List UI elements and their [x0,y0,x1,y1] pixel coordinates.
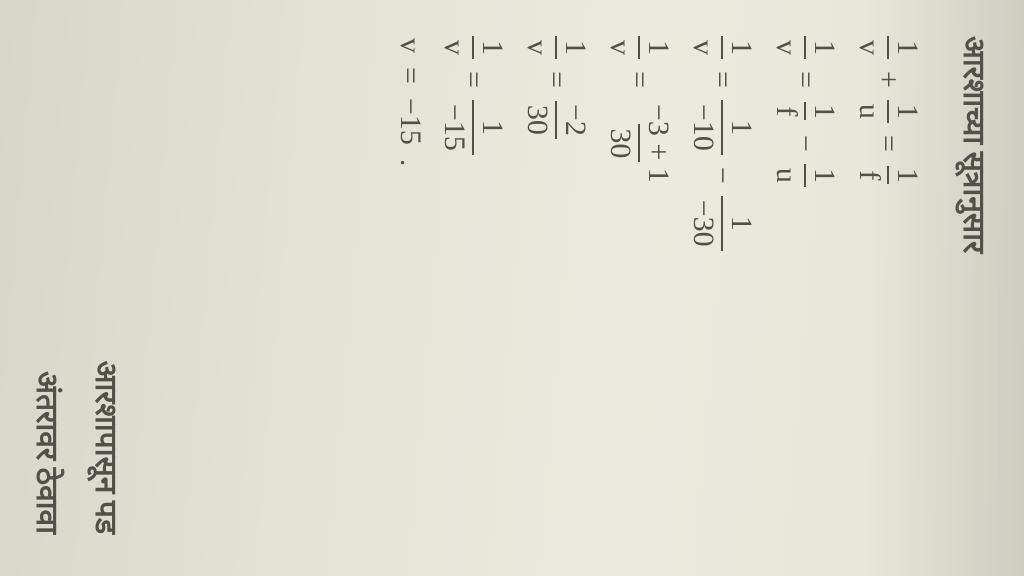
operator: − [708,165,738,186]
equation-row: 1v+1u=1f [854,36,923,540]
fraction-numerator: 1 [890,36,924,59]
page-surface: आरशाच्या सूत्रानुसार 1v+1u=1f1v=1f−1u1v=… [0,0,1024,576]
fraction: 1f [854,164,923,187]
fraction: 1−15 [439,100,508,155]
fraction-denominator: u [854,100,890,123]
content-rotated: आरशाच्या सूत्रानुसार 1v+1u=1f1v=1f−1u1v=… [0,0,1024,576]
operator: = [791,69,821,90]
equation-row: 1v=1f−1u [771,36,840,540]
fraction: 1f [771,100,840,123]
fraction-denominator: 30 [522,101,558,139]
trailing-text: आरशापासून पड अंतरावर ठेवावा [28,36,128,540]
operator: = [874,133,904,154]
equation-row: 1v = −3 + 130 [605,36,674,540]
fraction-denominator: f [771,102,807,120]
fraction-denominator: −10 [688,100,724,155]
fraction-denominator: v [605,36,641,59]
fraction: 1v [688,36,757,59]
operator: = [395,65,425,86]
equation-row: 1v=1−15 [439,36,508,540]
fraction-numerator: −2 [558,100,592,140]
fraction: 1v [605,36,674,59]
heading: आरशाच्या सूत्रानुसार [955,36,996,540]
fraction-numerator: 1 [475,116,509,139]
fraction-denominator: f [854,166,890,184]
fraction-numerator: 1 [807,100,841,123]
fraction-numerator: 1 [641,36,675,59]
fraction-numerator: 1 [724,212,758,235]
equation-row: 1v=1−10−1−30 [688,36,757,540]
operator: − [791,133,821,154]
fraction-denominator: −30 [688,196,724,251]
fraction-denominator: u [771,164,807,187]
term: . [395,157,425,169]
fraction-numerator: 1 [890,164,924,187]
fraction: 1u [854,100,923,123]
fraction-numerator: 1 [807,36,841,59]
fraction-denominator: v [439,36,475,59]
term: −15 [395,96,425,147]
fraction: 1−10 [688,100,757,155]
fraction: 1−30 [688,196,757,251]
fraction: 1u [771,164,840,187]
fraction: 1v [439,36,508,59]
term: v [395,36,425,55]
equation-row: v = −15. [395,36,425,540]
operator: = [708,69,738,90]
fraction-denominator: v [688,36,724,59]
fraction: 1v [854,36,923,59]
operator: = [625,69,655,90]
fraction-numerator: 1 [807,164,841,187]
equation-row: 1v = −230 [522,36,591,540]
fraction-denominator: v [854,36,890,59]
fraction: 1v [771,36,840,59]
trailing-line: अंतरावर ठेवावा [28,371,69,534]
fraction-numerator: 1 [724,116,758,139]
operator: = [542,69,572,90]
fraction-numerator: 1 [558,36,592,59]
fraction-denominator: −15 [439,100,475,155]
fraction-denominator: 30 [605,124,641,162]
fraction: −3 + 130 [605,100,674,187]
fraction-numerator: 1 [890,100,924,123]
operator: + [874,69,904,90]
trailing-line: आरशापासून पड [87,361,128,534]
fraction-numerator: 1 [724,36,758,59]
fraction: −230 [522,100,591,140]
fraction-denominator: v [771,36,807,59]
fraction: 1v [522,36,591,59]
fraction-denominator: v [522,36,558,59]
fraction-numerator: 1 [475,36,509,59]
equation-list: 1v+1u=1f1v=1f−1u1v=1−10−1−301v=−3 + 1301… [381,36,937,540]
fraction-numerator: −3 + 1 [641,100,675,187]
operator: = [459,69,489,90]
